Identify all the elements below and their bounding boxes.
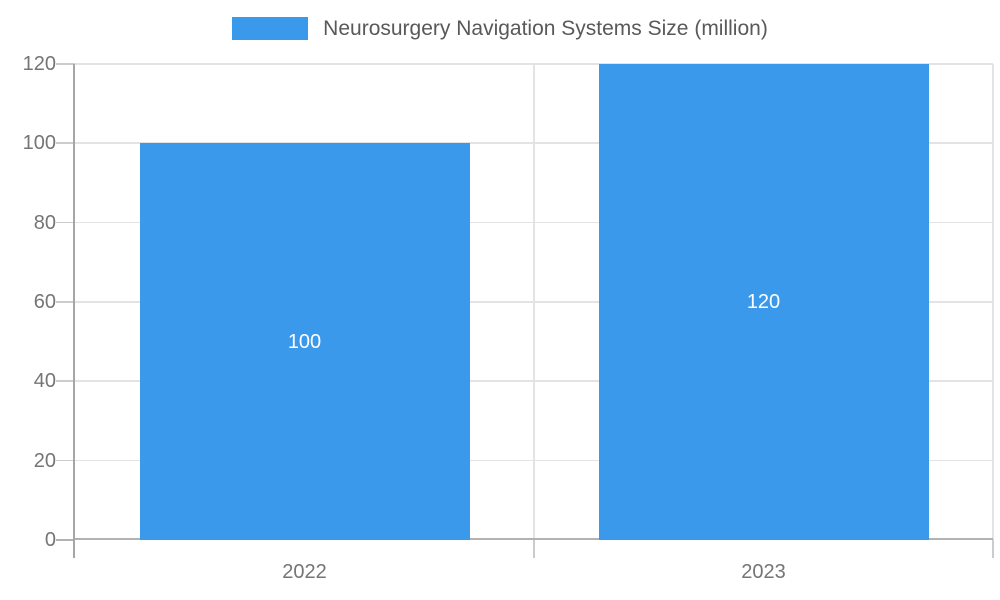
y-axis-tick-label: 0 [44,529,56,551]
bar-value-label: 120 [746,291,781,313]
x-axis-category-label: 2023 [741,561,786,583]
y-axis-line [73,64,75,558]
y-axis-tick [56,539,75,541]
y-axis-tick [56,301,75,303]
legend-label: Neurosurgery Navigation Systems Size (mi… [323,17,768,40]
x-axis-tick [992,540,994,558]
plot-area: 0 20 40 60 80 100 120 100 2022 120 2023 [23,53,994,583]
y-axis-tick [56,221,75,224]
y-axis-tick-label: 20 [33,449,56,472]
y-axis-tick-label: 80 [33,211,56,234]
y-axis-tick-label: 120 [22,53,56,75]
x-gridline [992,64,994,540]
x-axis-category-label: 2022 [282,561,327,583]
y-axis-tick-label: 60 [33,291,56,313]
x-axis-tick [533,540,535,558]
y-axis-tick [56,459,75,462]
y-gridline [75,63,993,65]
bar-value-label: 100 [287,330,322,353]
x-gridline [533,64,535,540]
y-axis-tick-label: 100 [22,132,56,155]
chart-legend[interactable]: Neurosurgery Navigation Systems Size (mi… [0,16,1000,41]
legend-swatch [232,17,309,40]
bar-2023[interactable]: 120 [598,64,929,540]
y-axis-tick [56,380,75,382]
y-axis-tick [56,63,75,65]
bar-2022[interactable]: 100 [139,143,470,540]
y-axis-tick-label: 40 [33,370,56,393]
y-axis-tick [56,142,75,144]
x-axis-line [75,538,993,540]
